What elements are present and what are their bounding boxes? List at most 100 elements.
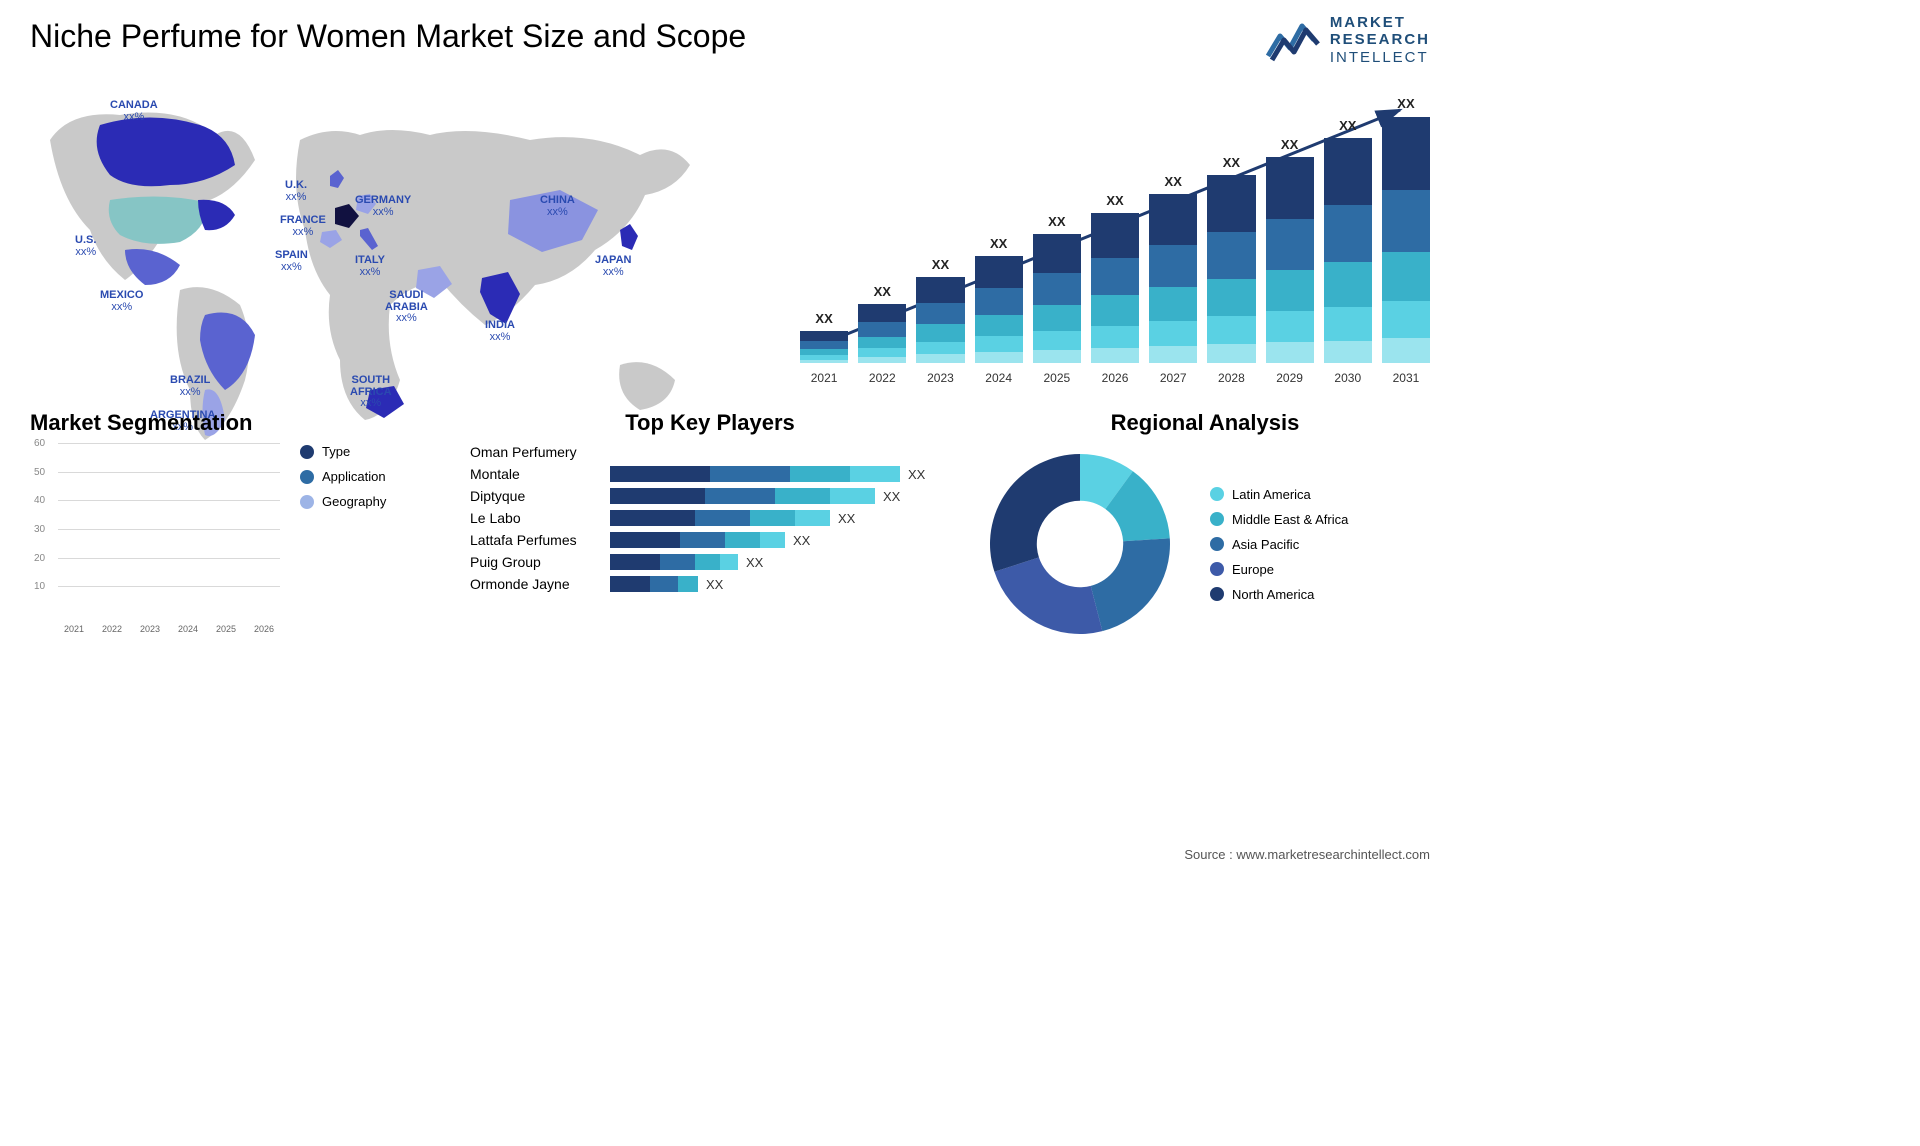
- map-label: JAPANxx%: [595, 255, 631, 278]
- donut-slice: [990, 454, 1080, 572]
- map-label: MEXICOxx%: [100, 290, 143, 313]
- growth-x-label: 2023: [916, 371, 964, 385]
- segmentation-legend: TypeApplicationGeography: [300, 444, 386, 509]
- map-label: ITALYxx%: [355, 255, 385, 278]
- brand-logo: MARKET RESEARCH INTELLECT: [1266, 14, 1430, 66]
- player-name: Montale: [470, 466, 600, 482]
- growth-value-label: XX: [858, 284, 906, 299]
- seg-x-label: 2024: [172, 624, 204, 634]
- seg-x-label: 2025: [210, 624, 242, 634]
- player-name: Oman Perfumery: [470, 444, 600, 460]
- donut-slice: [1091, 538, 1170, 631]
- map-label: U.K.xx%: [285, 180, 307, 203]
- player-name: Puig Group: [470, 554, 600, 570]
- map-label: CANADAxx%: [110, 100, 158, 123]
- source-text: Source : www.marketresearchintellect.com: [1184, 847, 1430, 862]
- player-row: Lattafa PerfumesXX: [470, 532, 950, 548]
- map-label: GERMANYxx%: [355, 195, 411, 218]
- logo-line3: INTELLECT: [1330, 49, 1430, 66]
- regional-title: Regional Analysis: [980, 410, 1430, 436]
- player-row: Montale XX: [470, 466, 950, 482]
- growth-value-label: XX: [1091, 193, 1139, 208]
- donut-slice: [994, 557, 1102, 634]
- player-value: XX: [706, 577, 723, 592]
- player-value: XX: [908, 467, 925, 482]
- growth-x-label: 2028: [1207, 371, 1255, 385]
- player-bar: [610, 576, 698, 592]
- growth-value-label: XX: [1266, 137, 1314, 152]
- growth-bar: XX: [1091, 213, 1139, 363]
- growth-x-label: 2026: [1091, 371, 1139, 385]
- player-name: Lattafa Perfumes: [470, 532, 600, 548]
- growth-x-label: 2027: [1149, 371, 1197, 385]
- segmentation-panel: Market Segmentation 102030405060 2021202…: [30, 410, 430, 670]
- growth-value-label: XX: [1324, 118, 1372, 133]
- regional-panel: Regional Analysis Latin America Middle Ea…: [980, 410, 1430, 670]
- player-row: Ormonde Jayne XX: [470, 576, 950, 592]
- seg-gridline: 30: [58, 529, 280, 530]
- player-bar: [610, 466, 900, 482]
- players-panel: Top Key Players Oman PerfumeryMontaleXXD…: [470, 410, 950, 670]
- growth-value-label: XX: [1207, 155, 1255, 170]
- growth-x-label: 2022: [858, 371, 906, 385]
- growth-chart: XXXXXXXXXXXXXXXXXXXXXX 20212022202320242…: [800, 85, 1430, 385]
- map-label: CHINAxx%: [540, 195, 575, 218]
- player-row: Oman Perfumery: [470, 444, 950, 460]
- seg-x-label: 2021: [58, 624, 90, 634]
- seg-gridline: 40: [58, 500, 280, 501]
- growth-bar: XX: [800, 331, 848, 363]
- seg-gridline: 60: [58, 443, 280, 444]
- growth-bar: XX: [1324, 138, 1372, 363]
- seg-gridline: 10: [58, 586, 280, 587]
- legend-item: Middle East & Africa: [1210, 512, 1348, 527]
- legend-item: Europe: [1210, 562, 1348, 577]
- players-title: Top Key Players: [470, 410, 950, 436]
- growth-x-label: 2025: [1033, 371, 1081, 385]
- seg-gridline: 50: [58, 472, 280, 473]
- player-row: Puig GroupXX: [470, 554, 950, 570]
- regional-donut: [980, 444, 1180, 644]
- map-label: BRAZILxx%: [170, 375, 210, 398]
- player-value: XX: [838, 511, 855, 526]
- map-label: INDIAxx%: [485, 320, 515, 343]
- player-name: Diptyque: [470, 488, 600, 504]
- growth-value-label: XX: [1033, 214, 1081, 229]
- growth-x-label: 2024: [975, 371, 1023, 385]
- seg-x-label: 2026: [248, 624, 280, 634]
- map-label: SAUDIARABIAxx%: [385, 290, 428, 325]
- growth-value-label: XX: [800, 311, 848, 326]
- player-bar: [610, 532, 785, 548]
- segmentation-title: Market Segmentation: [30, 410, 430, 436]
- growth-value-label: XX: [1149, 174, 1197, 189]
- player-bar: [610, 510, 830, 526]
- growth-bar: XX: [1149, 194, 1197, 363]
- logo-line2: RESEARCH: [1330, 31, 1430, 48]
- growth-x-label: 2031: [1382, 371, 1430, 385]
- legend-item: Asia Pacific: [1210, 537, 1348, 552]
- world-map-panel: CANADAxx%U.S.xx%MEXICOxx%BRAZILxx%ARGENT…: [30, 80, 710, 395]
- legend-item: Geography: [300, 494, 386, 509]
- seg-x-label: 2022: [96, 624, 128, 634]
- player-value: XX: [883, 489, 900, 504]
- legend-item: Latin America: [1210, 487, 1348, 502]
- growth-value-label: XX: [975, 236, 1023, 251]
- player-bar: [610, 488, 875, 504]
- growth-bar: XX: [975, 256, 1023, 363]
- growth-x-label: 2030: [1324, 371, 1372, 385]
- legend-item: Type: [300, 444, 386, 459]
- growth-value-label: XX: [916, 257, 964, 272]
- segmentation-chart: 102030405060 202120222023202420252026: [30, 444, 280, 634]
- player-name: Ormonde Jayne: [470, 576, 600, 592]
- map-label: SPAINxx%: [275, 250, 308, 273]
- growth-x-label: 2029: [1266, 371, 1314, 385]
- map-label: SOUTHAFRICAxx%: [350, 375, 392, 410]
- growth-bar: XX: [1266, 157, 1314, 363]
- growth-bar: XX: [858, 304, 906, 363]
- player-name: Le Labo: [470, 510, 600, 526]
- growth-bar: XX: [1033, 234, 1081, 363]
- growth-bar: XX: [916, 277, 964, 363]
- player-row: Le Labo XX: [470, 510, 950, 526]
- player-bar: [610, 554, 738, 570]
- player-row: Diptyque XX: [470, 488, 950, 504]
- legend-item: North America: [1210, 587, 1348, 602]
